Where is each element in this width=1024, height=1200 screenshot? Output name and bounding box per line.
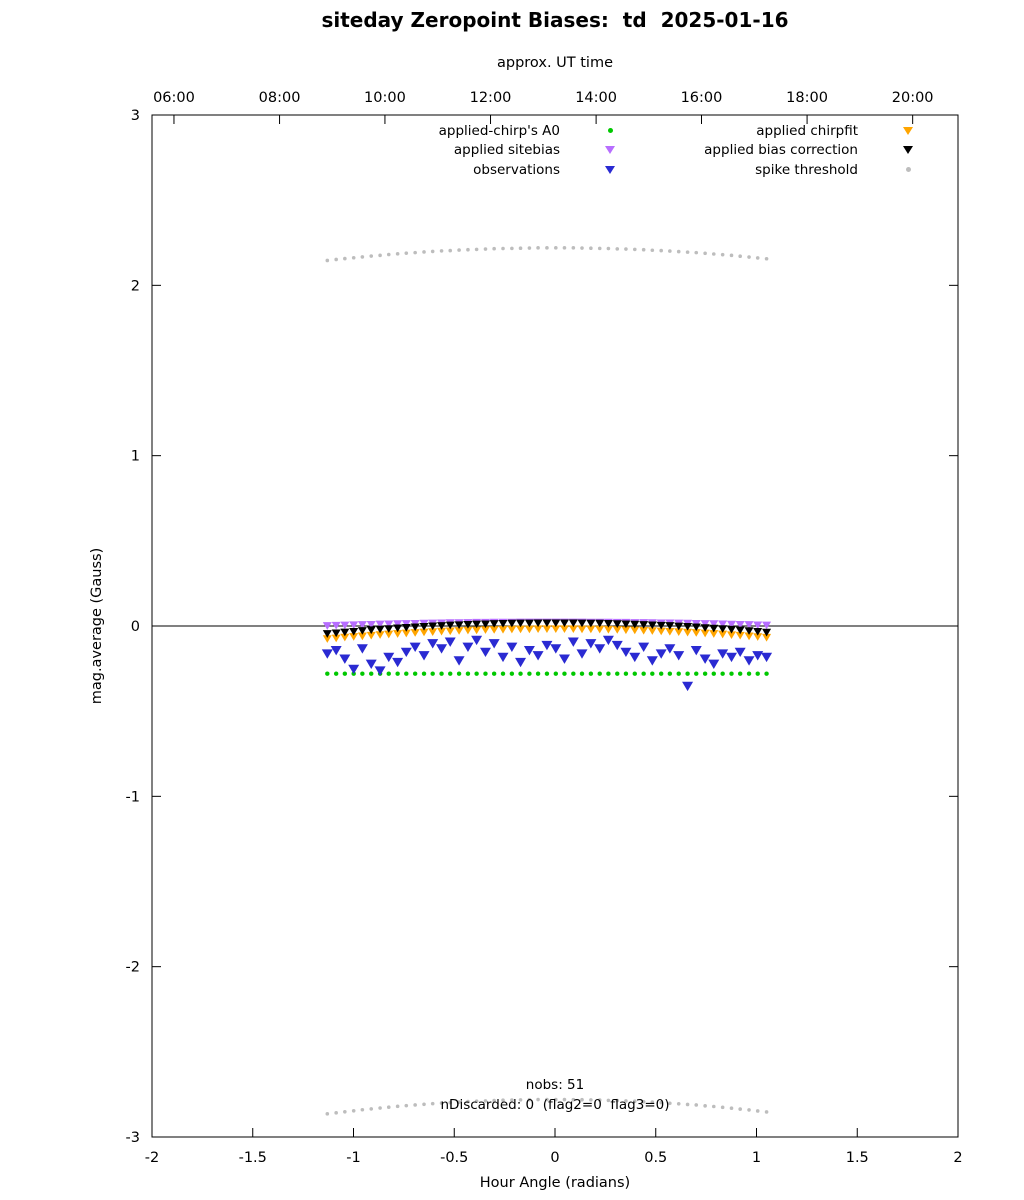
legend-entry: spike threshold — [660, 160, 958, 180]
series-applied-bias-correction — [322, 619, 772, 638]
y-tick-label: 0 — [131, 619, 140, 635]
triangle-down-marker-icon — [560, 146, 660, 155]
x-tick-label: -2 — [145, 1150, 159, 1166]
series-applied-chirpfit — [322, 625, 772, 643]
legend-label: applied-chirp's A0 — [438, 122, 560, 139]
x2-tick-label: 18:00 — [786, 90, 828, 106]
y-tick-label: 2 — [131, 278, 140, 294]
x-tick-label: 2 — [953, 1150, 962, 1166]
y-axis-label: mag.average (Gauss) — [89, 547, 105, 705]
annotation-nobs: nobs: 51 — [525, 1077, 585, 1093]
series-spike-threshold-upper- — [325, 246, 769, 263]
legend-entry: applied-chirp's A0 — [152, 121, 660, 141]
legend-entry: observations — [152, 160, 660, 180]
triangle-down-marker-icon — [858, 126, 958, 135]
x-tick-label: 0.5 — [644, 1150, 667, 1166]
series-applied-chirp-s-a0 — [325, 671, 769, 676]
legend: applied-chirp's A0 applied sitebias observ… — [152, 121, 958, 183]
top-axis-label: approx. UT time — [497, 55, 613, 71]
x-tick-label: -0.5 — [440, 1150, 468, 1166]
x-tick-label: -1 — [346, 1150, 360, 1166]
series-observations — [321, 635, 773, 692]
legend-label: observations — [473, 161, 560, 178]
y-tick-label: -2 — [126, 960, 140, 976]
legend-entry: applied sitebias — [152, 141, 660, 161]
x2-tick-label: 10:00 — [364, 90, 406, 106]
x-tick-label: 1.5 — [846, 1150, 869, 1166]
x-axis-label: Hour Angle (radians) — [479, 1175, 631, 1191]
x2-tick-label: 14:00 — [575, 90, 617, 106]
triangle-down-marker-icon — [560, 165, 660, 174]
x2-tick-label: 16:00 — [681, 90, 723, 106]
annotation-ndiscarded: nDiscarded: 0 (flag2=0 flag3=0) — [440, 1097, 670, 1113]
legend-col1: applied-chirp's A0 applied sitebias observ… — [152, 121, 660, 180]
legend-label: spike threshold — [755, 161, 858, 178]
y-tick-label: 3 — [131, 108, 140, 124]
legend-entry: applied bias correction — [660, 141, 958, 161]
legend-col2: applied chirpfit applied bias correction s… — [660, 121, 958, 180]
legend-label: applied bias correction — [704, 142, 858, 159]
series-spike-threshold-lower- — [325, 1097, 769, 1116]
legend-label: applied sitebias — [453, 142, 560, 159]
chart-title: siteday Zeropoint Biases: td 2025-01-16 — [321, 8, 789, 32]
x-tick-label: 1 — [752, 1150, 761, 1166]
x2-tick-label: 06:00 — [153, 90, 195, 106]
triangle-down-marker-icon — [858, 146, 958, 155]
x-tick-label: -1.5 — [239, 1150, 267, 1166]
x2-tick-label: 12:00 — [470, 90, 512, 106]
x-tick-label: 0 — [550, 1150, 559, 1166]
axis-ticks — [151, 114, 959, 1138]
y-tick-label: 1 — [131, 449, 140, 465]
x2-tick-label: 20:00 — [892, 90, 934, 106]
y-tick-label: -1 — [126, 789, 140, 805]
x2-tick-label: 08:00 — [259, 90, 301, 106]
legend-entry: applied chirpfit — [660, 121, 958, 141]
dot-marker-icon — [858, 167, 958, 173]
legend-label: applied chirpfit — [756, 122, 858, 139]
y-tick-label: -3 — [126, 1130, 140, 1146]
dot-marker-icon — [560, 128, 660, 134]
